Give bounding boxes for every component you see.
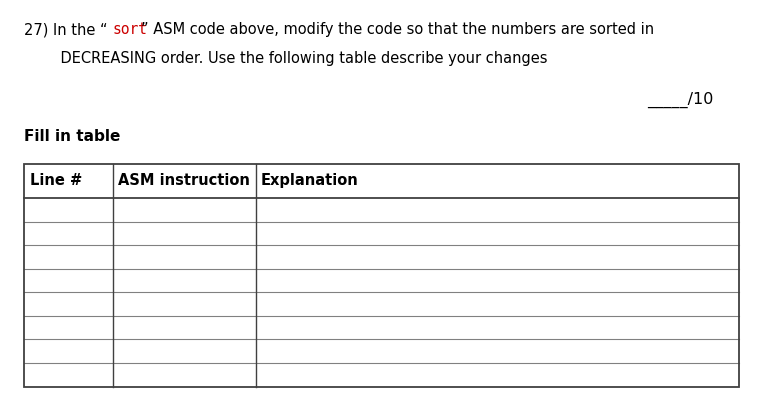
- Text: ASM instruction: ASM instruction: [118, 173, 250, 189]
- Text: Line #: Line #: [30, 173, 82, 189]
- Bar: [24, 164, 739, 387]
- Text: _____/10: _____/10: [647, 92, 713, 108]
- Text: ” ASM code above, modify the code so that the numbers are sorted in: ” ASM code above, modify the code so tha…: [141, 22, 655, 38]
- Text: Fill in table: Fill in table: [24, 129, 121, 144]
- Text: 27) In the “: 27) In the “: [24, 22, 108, 38]
- Text: sort: sort: [113, 22, 148, 38]
- Text: Explanation: Explanation: [261, 173, 359, 189]
- Text: DECREASING order. Use the following table describe your changes: DECREASING order. Use the following tabl…: [42, 51, 548, 66]
